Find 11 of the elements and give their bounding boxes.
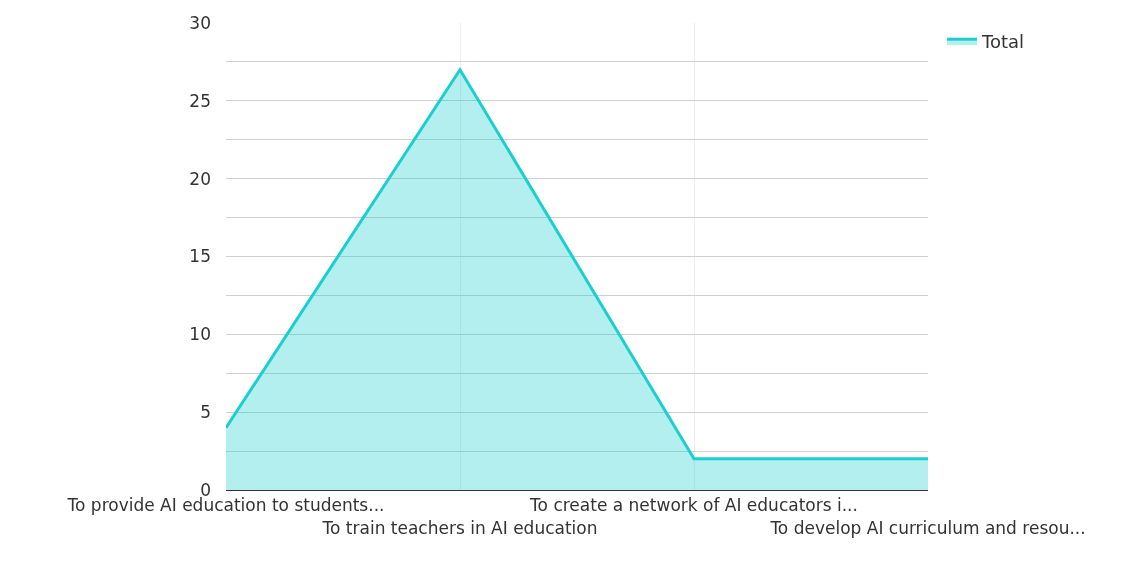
y-tick-label: 5 xyxy=(200,402,211,423)
x-tick-label: To develop AI curriculum and resou... xyxy=(769,517,1086,538)
legend-label: Total xyxy=(981,31,1025,53)
x-tick-label: To provide AI education to students... xyxy=(66,495,385,516)
y-tick-label: 25 xyxy=(189,90,211,111)
y-tick-label: 15 xyxy=(189,246,211,267)
x-tick-label: To create a network of AI educators i... xyxy=(529,495,858,516)
y-tick-label: 20 xyxy=(189,168,211,189)
y-tick-label: 10 xyxy=(189,324,211,345)
y-tick-label: 30 xyxy=(189,12,211,33)
x-tick-label: To train teachers in AI education xyxy=(321,517,598,538)
